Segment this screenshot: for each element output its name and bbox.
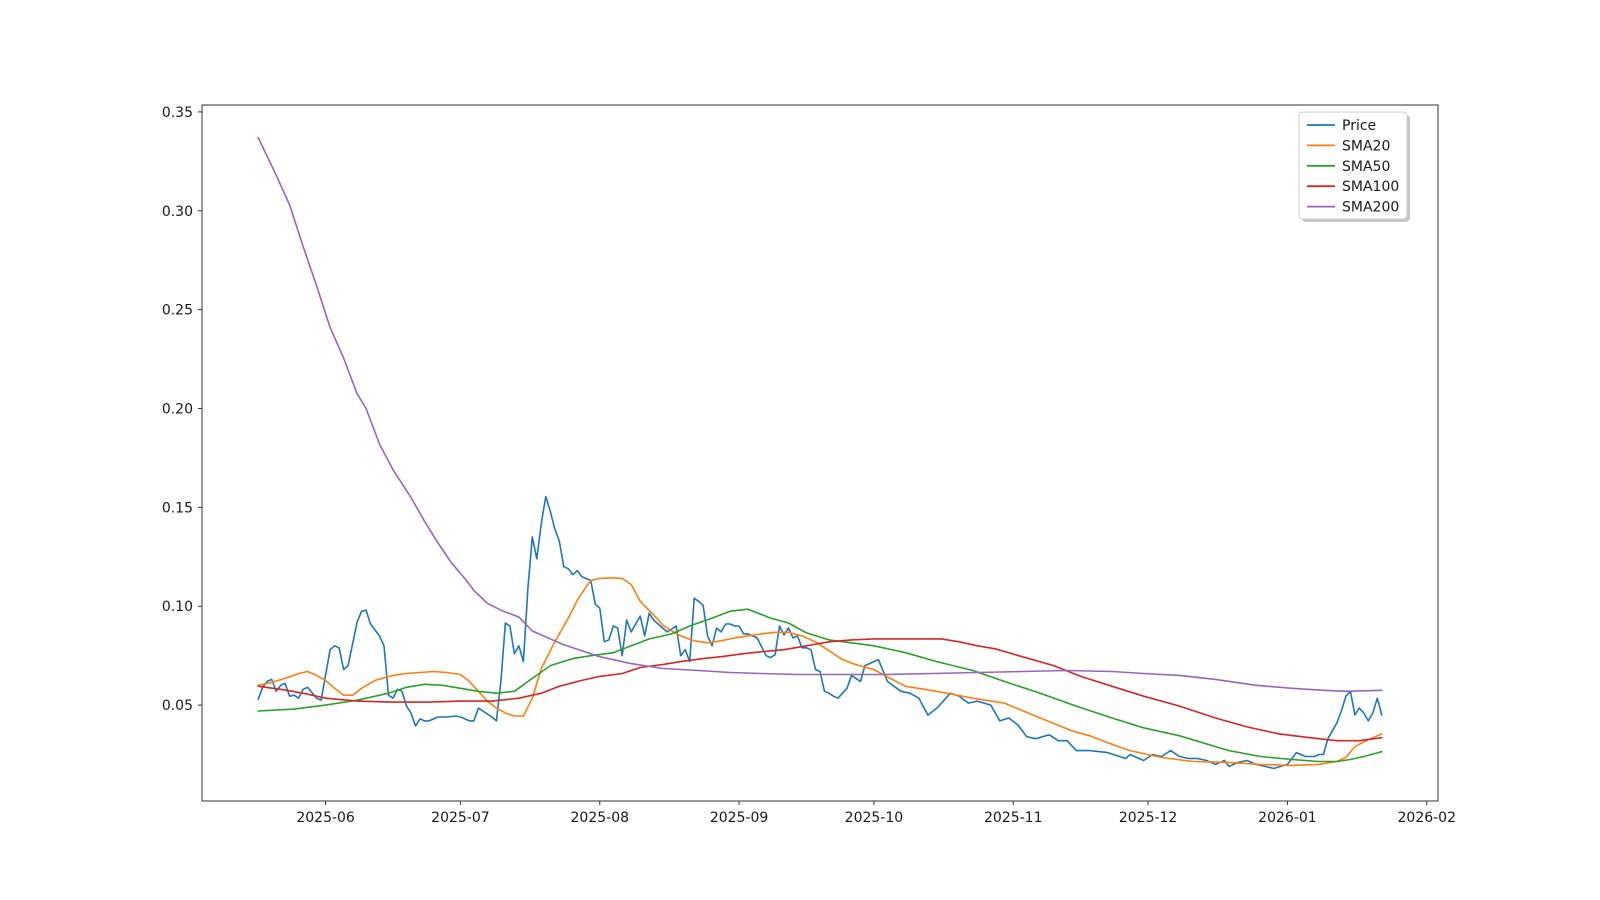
legend-label-price: Price [1342,118,1376,134]
legend-label-sma100: SMA100 [1342,179,1399,195]
series-line-sma100 [257,638,1383,742]
x-tick-label-2025-09: 2025-09 [710,810,769,826]
legend-box [1298,111,1408,220]
y-tick-label-0.10: 0.10 [162,599,193,615]
x-tick-label-2026-01: 2026-01 [1258,810,1317,826]
series-line-sma20 [257,576,1383,767]
y-tick-label-0.25: 0.25 [162,303,193,319]
x-tick-label-2026-02: 2026-02 [1398,810,1457,826]
x-tick-label-2025-12: 2025-12 [1119,810,1178,826]
x-tick-label-2025-08: 2025-08 [571,810,630,826]
series-line-price [257,495,1383,770]
legend-label-sma50: SMA50 [1342,159,1390,175]
y-tick-label-0.30: 0.30 [162,204,193,220]
y-tick-label-0.20: 0.20 [162,402,193,418]
x-tick-label-2025-10: 2025-10 [845,810,904,826]
plot-area [201,104,1439,802]
legend-label-sma20: SMA20 [1342,138,1390,154]
x-tick-label-2025-11: 2025-11 [984,810,1043,826]
y-tick-label-0.05: 0.05 [162,698,193,714]
legend-label-sma200: SMA200 [1342,200,1399,216]
y-tick-label-0.15: 0.15 [162,500,193,516]
series-line-sma200 [257,136,1383,693]
series-line-sma50 [257,608,1383,763]
y-tick-label-0.35: 0.35 [162,105,193,121]
x-tick-label-2025-06: 2025-06 [296,810,355,826]
x-tick-label-2025-07: 2025-07 [431,810,490,826]
